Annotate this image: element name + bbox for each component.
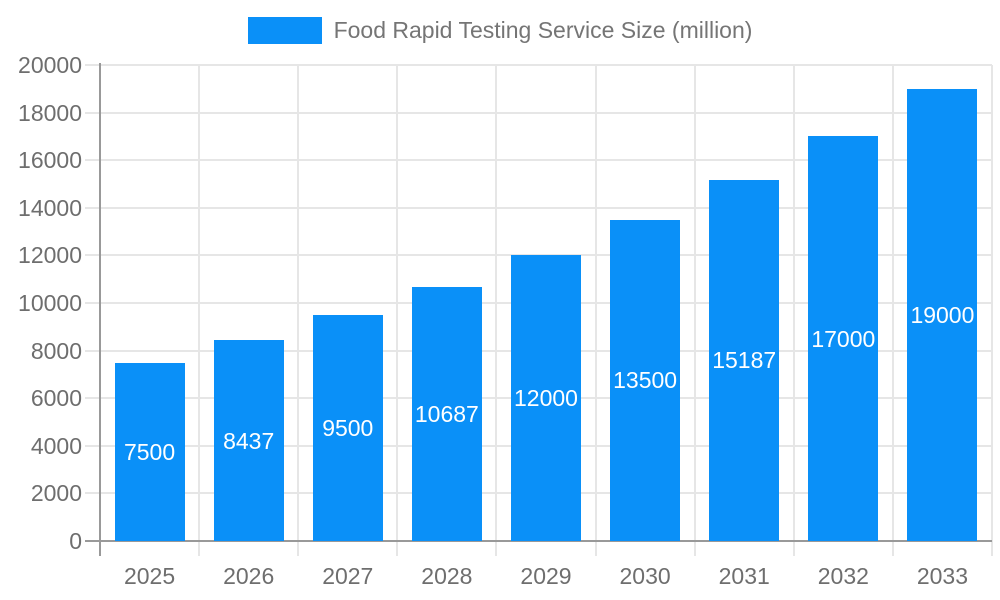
y-tick-label: 8000	[30, 337, 82, 364]
legend-item[interactable]: Food Rapid Testing Service Size (million…	[247, 17, 753, 44]
bar	[808, 136, 879, 541]
x-tick-label: 2027	[322, 563, 374, 589]
y-tick-label: 10000	[18, 290, 82, 316]
bar	[312, 314, 383, 541]
y-tick-label: 12000	[18, 242, 82, 269]
v-gridline	[991, 65, 993, 556]
v-gridline	[693, 65, 696, 556]
bar-value-label: 12000	[514, 385, 578, 412]
x-tick-label: 2025	[123, 563, 176, 589]
y-tick-label: 20000	[18, 52, 82, 78]
x-tick-label: 2032	[817, 563, 869, 589]
bar-value-label: 7500	[123, 438, 176, 465]
y-tick-label: 6000	[30, 385, 82, 412]
bar	[114, 362, 185, 541]
bar	[411, 286, 482, 541]
legend: Food Rapid Testing Service Size (million…	[0, 17, 1000, 44]
v-gridline	[891, 65, 894, 556]
y-tick-label: 16000	[18, 147, 82, 174]
h-gridline	[85, 206, 992, 209]
bar	[213, 340, 284, 541]
legend-label: Food Rapid Testing Service Size (million…	[333, 17, 753, 43]
v-gridline	[495, 65, 498, 556]
h-gridline	[85, 111, 992, 114]
y-tick-label: 2000	[30, 480, 82, 507]
bar-value-label: 19000	[910, 301, 975, 328]
legend-swatch-icon	[247, 17, 322, 44]
x-tick-label: 2033	[916, 563, 969, 589]
y-tick-label: 0	[69, 528, 82, 554]
v-gridline	[297, 65, 300, 556]
x-tick-label: 2031	[718, 563, 770, 589]
x-axis-line	[85, 540, 992, 542]
bar	[610, 219, 681, 541]
h-gridline	[85, 159, 992, 162]
bar-value-label: 10687	[414, 400, 479, 427]
y-tick-label: 4000	[30, 432, 82, 459]
bar-value-label: 9500	[322, 414, 374, 441]
bar-value-label: 8437	[223, 427, 275, 454]
x-tick-label: 2026	[223, 563, 275, 589]
bar	[709, 179, 780, 541]
plot-area: 0 2000 4000 6000 8000 10000 12000 14000 16000 180…	[18, 52, 993, 589]
v-gridline	[792, 65, 795, 556]
x-tick-label: 2028	[421, 563, 473, 589]
y-axis-line	[99, 63, 101, 556]
h-gridline	[85, 64, 992, 66]
bar-value-label: 17000	[811, 325, 876, 352]
bar-value-label: 15187	[712, 347, 777, 374]
v-gridline	[594, 65, 597, 556]
bar	[511, 255, 581, 541]
x-tick-label: 2029	[520, 563, 572, 589]
x-tick-label: 2030	[619, 563, 671, 589]
y-tick-label: 14000	[18, 194, 82, 221]
y-tick-label: 18000	[18, 99, 82, 126]
bar-value-label: 13500	[613, 367, 678, 394]
v-gridline	[396, 65, 399, 556]
bar	[907, 88, 978, 541]
v-gridline	[198, 65, 201, 556]
